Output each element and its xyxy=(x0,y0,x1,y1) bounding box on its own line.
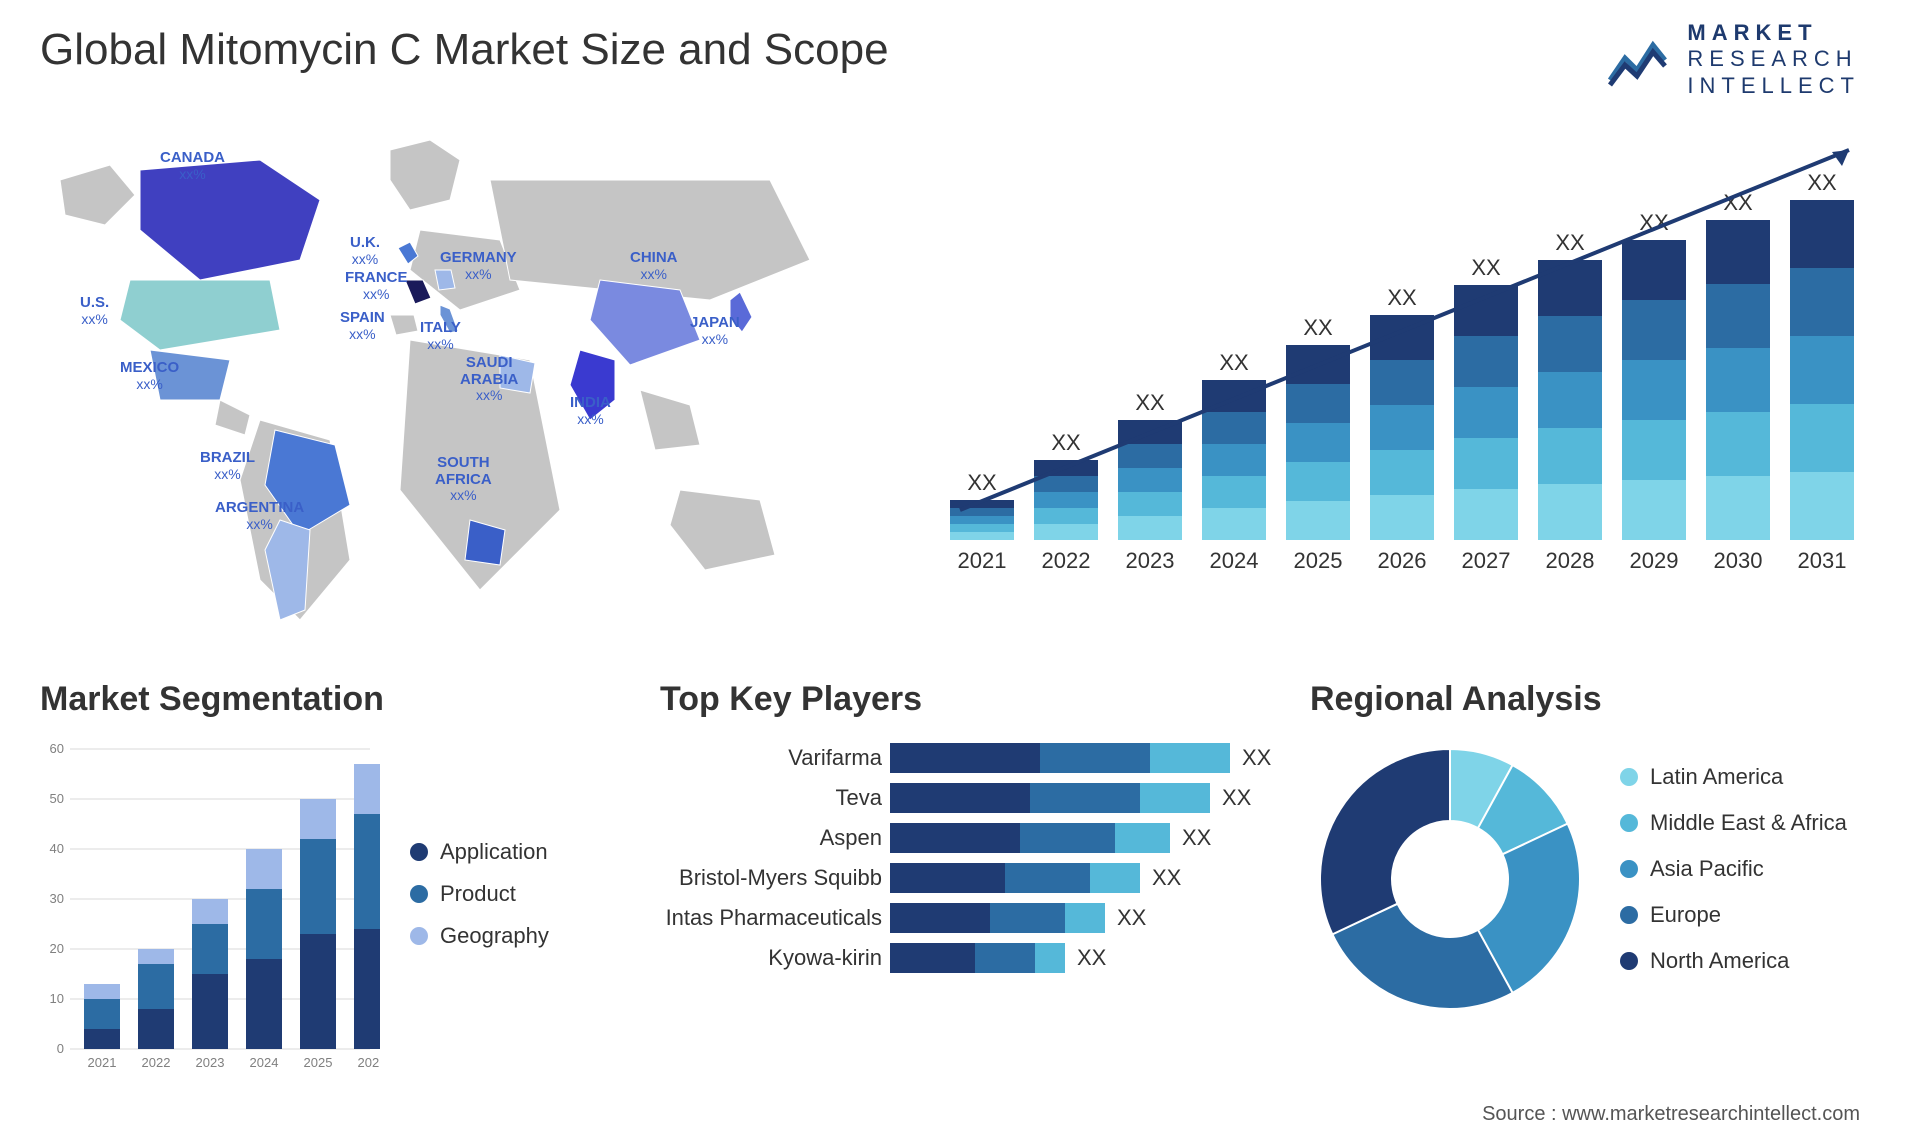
svg-text:2029: 2029 xyxy=(1630,548,1679,573)
source-credit: Source : www.marketresearchintellect.com xyxy=(1482,1103,1860,1126)
map-label-india: INDIAxx% xyxy=(570,395,611,427)
key-player-row: Bristol-Myers Squibb XX xyxy=(660,863,1300,893)
key-player-label: Kyowa-kirin xyxy=(660,945,890,971)
key-player-row: Intas Pharmaceuticals XX xyxy=(660,903,1300,933)
map-label-china: CHINAxx% xyxy=(630,250,678,282)
map-label-argentina: ARGENTINAxx% xyxy=(215,500,304,532)
svg-text:30: 30 xyxy=(50,891,64,906)
svg-text:XX: XX xyxy=(1471,255,1501,280)
key-player-label: Varifarma xyxy=(660,745,890,771)
svg-text:XX: XX xyxy=(1387,285,1417,310)
map-label-spain: SPAINxx% xyxy=(340,310,385,342)
map-label-france: FRANCExx% xyxy=(345,270,408,302)
key-player-bar xyxy=(890,903,1105,933)
key-player-label: Aspen xyxy=(660,825,890,851)
svg-text:XX: XX xyxy=(967,470,997,495)
logo-text: MARKET RESEARCH INTELLECT xyxy=(1687,20,1860,99)
key-player-bar xyxy=(890,743,1230,773)
svg-text:XX: XX xyxy=(1219,350,1249,375)
key-player-bar xyxy=(890,943,1065,973)
map-label-mexico: MEXICOxx% xyxy=(120,360,179,392)
svg-text:2023: 2023 xyxy=(196,1055,225,1070)
svg-text:2021: 2021 xyxy=(958,548,1007,573)
map-label-uk: U.K.xx% xyxy=(350,235,380,267)
map-label-italy: ITALYxx% xyxy=(420,320,461,352)
brand-logo: MARKET RESEARCH INTELLECT xyxy=(1605,20,1860,99)
map-label-southafrica: SOUTHAFRICAxx% xyxy=(435,455,492,503)
seg-legend-item: Product xyxy=(410,881,549,907)
regional-donut-chart xyxy=(1310,739,1590,1019)
key-player-value: XX xyxy=(1117,905,1146,931)
regional-legend: Latin America Middle East & Africa Asia Pa… xyxy=(1620,764,1847,994)
key-player-bar xyxy=(890,823,1170,853)
svg-text:XX: XX xyxy=(1051,430,1081,455)
svg-text:2023: 2023 xyxy=(1126,548,1175,573)
page-title: Global Mitomycin C Market Size and Scope xyxy=(40,25,889,75)
svg-text:2027: 2027 xyxy=(1462,548,1511,573)
svg-text:2025: 2025 xyxy=(304,1055,333,1070)
svg-text:0: 0 xyxy=(57,1041,64,1056)
map-label-us: U.S.xx% xyxy=(80,295,109,327)
segmentation-title: Market Segmentation xyxy=(40,680,580,719)
regional-legend-item: North America xyxy=(1620,948,1847,974)
svg-text:2024: 2024 xyxy=(1210,548,1259,573)
key-player-value: XX xyxy=(1222,785,1251,811)
regional-title: Regional Analysis xyxy=(1310,680,1890,719)
key-player-row: Teva XX xyxy=(660,783,1300,813)
segmentation-legend: Application Product Geography xyxy=(410,839,549,965)
key-player-label: Bristol-Myers Squibb xyxy=(660,865,890,891)
key-players-section: Top Key Players Varifarma XX Teva XX Aspen XX… xyxy=(660,680,1300,983)
seg-legend-item: Application xyxy=(410,839,549,865)
svg-text:2025: 2025 xyxy=(1294,548,1343,573)
svg-text:2022: 2022 xyxy=(142,1055,171,1070)
key-player-bar xyxy=(890,783,1210,813)
svg-text:2030: 2030 xyxy=(1714,548,1763,573)
svg-text:XX: XX xyxy=(1555,230,1585,255)
map-label-saudiarabia: SAUDIARABIAxx% xyxy=(460,355,518,403)
svg-text:2022: 2022 xyxy=(1042,548,1091,573)
map-label-canada: CANADAxx% xyxy=(160,150,225,182)
svg-text:2028: 2028 xyxy=(1546,548,1595,573)
world-map: CANADAxx% U.S.xx% MEXICOxx% BRAZILxx% ARGENT… xyxy=(40,120,880,630)
key-player-bar xyxy=(890,863,1140,893)
key-players-title: Top Key Players xyxy=(660,680,1300,719)
regional-legend-item: Middle East & Africa xyxy=(1620,810,1847,836)
growth-bar-chart: XX 2021 XX 2022 XX 2023 XX 2024 XX 2025 XX 2026 XX 20… xyxy=(940,130,1860,610)
key-player-value: XX xyxy=(1242,745,1271,771)
svg-text:2026: 2026 xyxy=(358,1055,380,1070)
svg-text:XX: XX xyxy=(1303,315,1333,340)
regional-legend-item: Latin America xyxy=(1620,764,1847,790)
key-player-row: Varifarma XX xyxy=(660,743,1300,773)
segmentation-chart: 0 10 20 30 40 50 60 2021 2022 2023 2024 2025 2026 xyxy=(40,739,380,1079)
key-player-value: XX xyxy=(1182,825,1211,851)
svg-text:40: 40 xyxy=(50,841,64,856)
regional-legend-item: Asia Pacific xyxy=(1620,856,1847,882)
svg-text:XX: XX xyxy=(1135,390,1165,415)
key-player-label: Intas Pharmaceuticals xyxy=(660,905,890,931)
svg-text:60: 60 xyxy=(50,741,64,756)
key-players-bars: VarifarmaXXTevaXXAspenXXBristol-Myers Sq… xyxy=(660,743,1300,973)
svg-text:2024: 2024 xyxy=(250,1055,279,1070)
map-label-brazil: BRAZILxx% xyxy=(200,450,255,482)
regional-legend-item: Europe xyxy=(1620,902,1847,928)
svg-text:2026: 2026 xyxy=(1378,548,1427,573)
svg-text:20: 20 xyxy=(50,941,64,956)
svg-text:2031: 2031 xyxy=(1798,548,1847,573)
regional-section: Regional Analysis Latin America Middle Ea… xyxy=(1310,680,1890,1019)
svg-text:XX: XX xyxy=(1807,170,1837,195)
map-label-japan: JAPANxx% xyxy=(690,315,740,347)
svg-text:10: 10 xyxy=(50,991,64,1006)
svg-text:2021: 2021 xyxy=(88,1055,117,1070)
seg-legend-item: Geography xyxy=(410,923,549,949)
key-player-value: XX xyxy=(1077,945,1106,971)
map-label-germany: GERMANYxx% xyxy=(440,250,517,282)
logo-icon xyxy=(1605,30,1675,90)
key-player-row: Kyowa-kirin XX xyxy=(660,943,1300,973)
svg-text:50: 50 xyxy=(50,791,64,806)
segmentation-section: Market Segmentation 0 10 20 30 40 50 60 2021 202… xyxy=(40,680,580,1084)
key-player-row: Aspen XX xyxy=(660,823,1300,853)
key-player-label: Teva xyxy=(660,785,890,811)
key-player-value: XX xyxy=(1152,865,1181,891)
